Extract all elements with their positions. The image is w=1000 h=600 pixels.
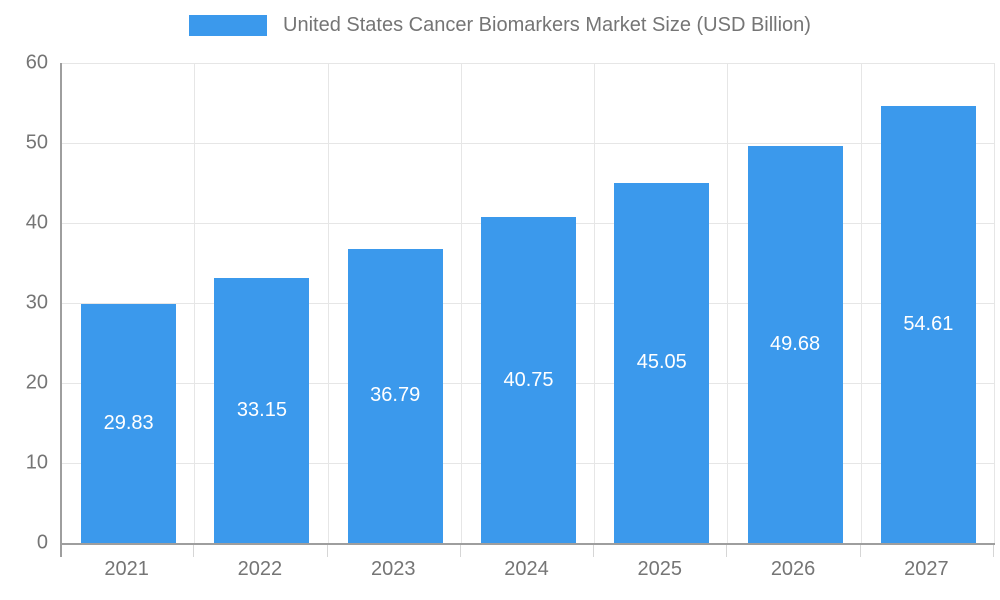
- y-axis-tick-label: 50: [25, 131, 48, 154]
- x-axis-tick-label: 2022: [237, 558, 283, 580]
- gridline-vertical: [594, 63, 596, 543]
- x-axis-tick-label: 2024: [504, 558, 549, 580]
- gridline-vertical: [194, 63, 196, 543]
- gridline-vertical: [860, 63, 862, 543]
- gridline-horizontal: [62, 63, 995, 64]
- legend-label: United States Cancer Biomarkers Market S…: [283, 14, 811, 36]
- gridline-vertical: [327, 63, 329, 543]
- y-axis-tick-label: 10: [25, 451, 48, 474]
- x-axis-tick-mark: [593, 545, 595, 557]
- bar-value-label: 29.83: [103, 412, 154, 435]
- y-axis-tick-label: 60: [25, 51, 48, 74]
- bar-2024[interactable]: 40.75: [481, 217, 576, 543]
- x-axis-tick-mark: [193, 545, 195, 557]
- x-axis-tick-label: 2027: [904, 558, 949, 580]
- x-axis-tick-mark: [459, 545, 461, 557]
- x-axis-tick-mark: [726, 545, 728, 557]
- bar-value-label: 49.68: [770, 332, 821, 355]
- legend-swatch: [189, 15, 268, 36]
- x-axis-tick-label: 2025: [637, 558, 683, 580]
- bar-2022[interactable]: 33.15: [214, 277, 310, 543]
- bar-2021[interactable]: 29.83: [81, 304, 177, 543]
- x-axis-tick-label: 2023: [370, 558, 416, 580]
- bar-2025[interactable]: 45.05: [614, 182, 710, 543]
- gridline-horizontal: [62, 143, 995, 144]
- plot-area: 29.83 33.15 36.79 40.75 45.05 49.68 54.61: [60, 63, 995, 545]
- bar-2027[interactable]: 54.61: [880, 106, 976, 543]
- x-axis-tick-label: 2026: [770, 558, 816, 580]
- bar-value-label: 45.05: [636, 351, 687, 374]
- x-axis-tick-mark: [859, 545, 861, 557]
- bar-value-label: 40.75: [503, 368, 554, 391]
- x-axis-tick-label: 2021: [104, 558, 149, 580]
- y-axis-tick-label: 40: [25, 211, 48, 234]
- bar-value-label: 33.15: [236, 398, 287, 421]
- bar-2026[interactable]: 49.68: [747, 145, 843, 543]
- y-axis-tick-label: 20: [25, 371, 48, 394]
- y-axis-tick-label: 30: [25, 291, 48, 314]
- x-axis-tick-mark: [993, 545, 994, 557]
- x-axis-tick-mark: [326, 545, 328, 557]
- bar-value-label: 54.61: [903, 313, 954, 336]
- legend-item[interactable]: United States Cancer Biomarkers Market S…: [0, 14, 1000, 37]
- y-axis-tick-mark: [60, 545, 62, 557]
- bar-2023[interactable]: 36.79: [347, 248, 443, 543]
- gridline-vertical: [727, 63, 729, 543]
- bar-value-label: 36.79: [370, 384, 421, 407]
- y-axis-tick-label: 0: [36, 531, 48, 554]
- gridline-vertical: [460, 63, 462, 543]
- gridline-vertical: [994, 63, 995, 543]
